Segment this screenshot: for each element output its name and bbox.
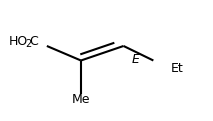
Text: HO: HO: [9, 35, 28, 48]
Text: Et: Et: [170, 62, 183, 76]
Text: C: C: [29, 35, 38, 48]
Text: 2: 2: [25, 39, 31, 49]
Text: Me: Me: [72, 93, 90, 106]
Text: E: E: [131, 53, 139, 66]
